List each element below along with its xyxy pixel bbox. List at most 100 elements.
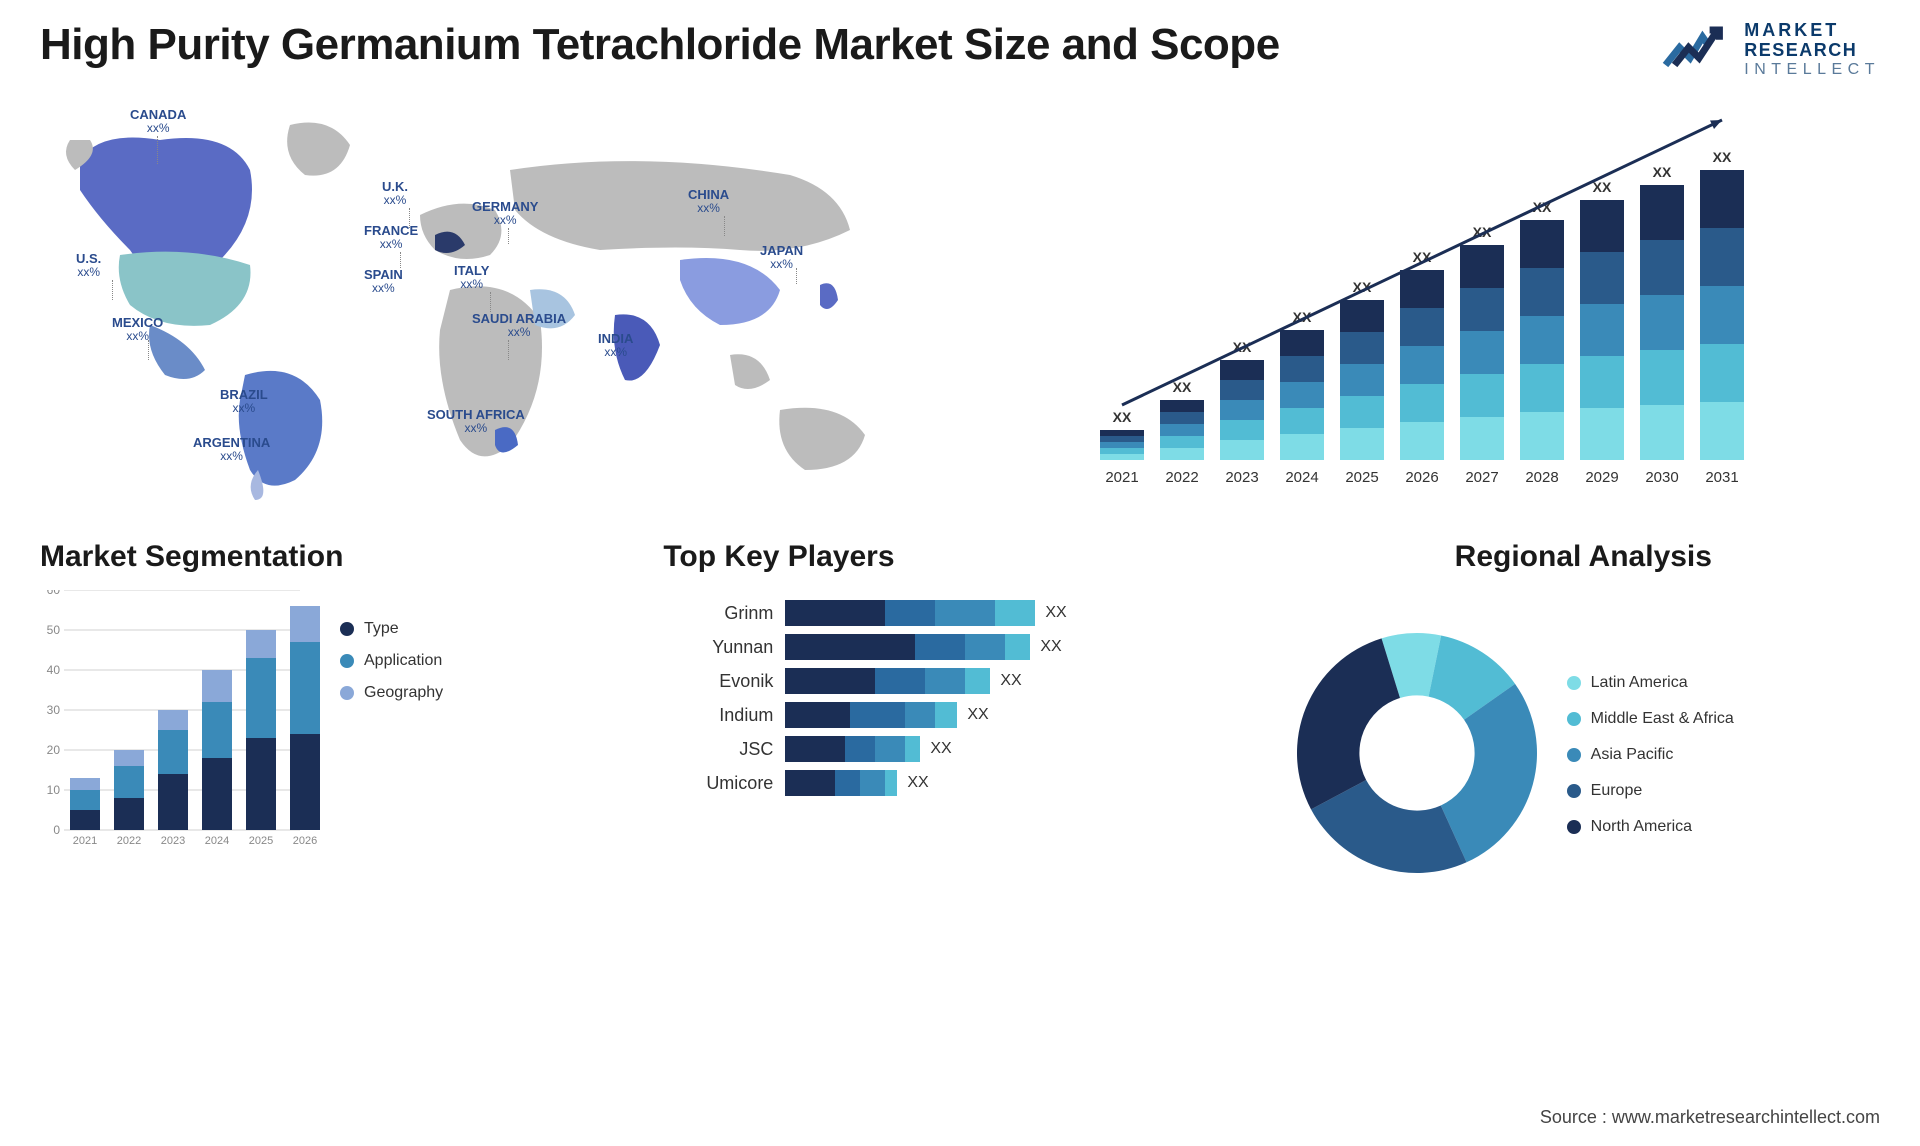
segmentation-legend: TypeApplicationGeography bbox=[340, 590, 443, 920]
segmentation-title: Market Segmentation bbox=[40, 540, 633, 574]
seg-bar-segment bbox=[202, 670, 232, 702]
player-label: Grinm bbox=[663, 603, 773, 624]
seg-bar-segment bbox=[202, 702, 232, 758]
legend-label: Latin America bbox=[1591, 674, 1688, 692]
player-label: Indium bbox=[663, 705, 773, 726]
growth-bar-segment bbox=[1100, 448, 1144, 454]
map-country-label: MEXICOxx% bbox=[112, 316, 163, 343]
seg-bar-segment bbox=[70, 778, 100, 790]
player-bar-segment bbox=[995, 600, 1035, 626]
legend-label: Asia Pacific bbox=[1591, 746, 1674, 764]
segmentation-panel: Market Segmentation 0102030405060 202120… bbox=[40, 540, 633, 920]
legend-dot-icon bbox=[1567, 748, 1581, 762]
regional-legend-item: Middle East & Africa bbox=[1567, 710, 1734, 728]
player-bar bbox=[785, 634, 1030, 660]
player-bar-segment bbox=[885, 770, 897, 796]
player-bar-segment bbox=[850, 702, 905, 728]
seg-bar-segment bbox=[246, 738, 276, 830]
svg-text:40: 40 bbox=[47, 663, 61, 677]
growth-bar-segment bbox=[1340, 364, 1384, 396]
segmentation-svg: 0102030405060 202120222023202420252026 bbox=[40, 590, 320, 870]
growth-bar-segment bbox=[1700, 286, 1744, 344]
legend-label: Application bbox=[364, 652, 442, 670]
seg-bar-segment bbox=[70, 810, 100, 830]
svg-text:60: 60 bbox=[47, 590, 61, 597]
seg-bar-segment bbox=[290, 734, 320, 830]
player-bar-segment bbox=[785, 634, 915, 660]
legend-dot-icon bbox=[1567, 784, 1581, 798]
legend-dot-icon bbox=[1567, 820, 1581, 834]
legend-dot-icon bbox=[340, 686, 354, 700]
growth-bar-segment bbox=[1100, 442, 1144, 448]
growth-bar-segment bbox=[1460, 288, 1504, 331]
player-bar-area: XX bbox=[785, 600, 1256, 626]
growth-bar-segment bbox=[1460, 245, 1504, 288]
seg-bar-segment bbox=[158, 730, 188, 774]
players-panel: Top Key Players GrinmXXYunnanXXEvonikXXI… bbox=[663, 540, 1256, 920]
player-row: Indium XX bbox=[663, 702, 1256, 728]
player-bar-segment bbox=[785, 600, 885, 626]
svg-text:20: 20 bbox=[47, 743, 61, 757]
seg-bar-segment bbox=[158, 710, 188, 730]
growth-bar-segment bbox=[1700, 228, 1744, 286]
growth-bar-segment bbox=[1160, 400, 1204, 412]
map-leader-line bbox=[112, 280, 113, 300]
legend-dot-icon bbox=[340, 622, 354, 636]
seg-bar-segment bbox=[290, 642, 320, 734]
growth-bar-segment bbox=[1400, 346, 1444, 384]
brand-logo-icon bbox=[1662, 20, 1732, 80]
seg-legend-item: Application bbox=[340, 652, 443, 670]
player-bar-segment bbox=[785, 702, 850, 728]
growth-bar-segment bbox=[1340, 332, 1384, 364]
growth-bar-segment bbox=[1100, 430, 1144, 436]
growth-bar-segment bbox=[1640, 240, 1684, 295]
player-value: XX bbox=[930, 740, 951, 758]
player-bar-area: XX bbox=[785, 702, 1256, 728]
header: High Purity Germanium Tetrachloride Mark… bbox=[40, 20, 1880, 80]
map-country-label: INDIAxx% bbox=[598, 332, 633, 359]
world-map-panel: CANADAxx%U.S.xx%MEXICOxx%BRAZILxx%ARGENT… bbox=[40, 100, 940, 500]
donut-wrap bbox=[1287, 623, 1547, 888]
growth-bar-segment bbox=[1220, 360, 1264, 380]
regional-body: Latin America Middle East & Africa Asia Pa… bbox=[1287, 590, 1880, 920]
brand-line3: INTELLECT bbox=[1744, 61, 1880, 79]
map-leader-line bbox=[508, 340, 509, 360]
map-leader-line bbox=[400, 252, 401, 268]
growth-bar-segment bbox=[1280, 434, 1324, 460]
seg-year-label: 2026 bbox=[293, 835, 317, 847]
growth-year-label: 2025 bbox=[1345, 469, 1378, 486]
legend-label: Europe bbox=[1591, 782, 1643, 800]
growth-bar-segment bbox=[1400, 384, 1444, 422]
legend-label: Middle East & Africa bbox=[1591, 710, 1734, 728]
growth-bar-segment bbox=[1580, 200, 1624, 252]
growth-bar-segment bbox=[1160, 436, 1204, 448]
growth-year-label: 2029 bbox=[1585, 469, 1618, 486]
player-bar bbox=[785, 600, 1035, 626]
regional-title: Regional Analysis bbox=[1287, 540, 1880, 574]
player-bar-segment bbox=[905, 702, 935, 728]
player-bar-segment bbox=[935, 702, 957, 728]
svg-text:10: 10 bbox=[47, 783, 61, 797]
player-bar-segment bbox=[965, 634, 1005, 660]
map-country-label: SOUTH AFRICAxx% bbox=[427, 408, 525, 435]
growth-bar-segment bbox=[1580, 304, 1624, 356]
growth-bar-segment bbox=[1340, 300, 1384, 332]
players-body: GrinmXXYunnanXXEvonikXXIndiumXXJSCXXUmic… bbox=[663, 590, 1256, 920]
growth-bar-segment bbox=[1520, 364, 1564, 412]
growth-bar-segment bbox=[1640, 405, 1684, 460]
seg-legend-item: Type bbox=[340, 620, 443, 638]
map-country-label: CANADAxx% bbox=[130, 108, 186, 135]
regional-legend-item: North America bbox=[1567, 818, 1734, 836]
svg-text:30: 30 bbox=[47, 703, 61, 717]
players-title: Top Key Players bbox=[663, 540, 1256, 574]
growth-bar-segment bbox=[1220, 420, 1264, 440]
growth-year-label: 2022 bbox=[1165, 469, 1198, 486]
player-bar-area: XX bbox=[785, 770, 1256, 796]
seg-bar-segment bbox=[70, 790, 100, 810]
growth-bar-segment bbox=[1100, 436, 1144, 442]
map-country-label: FRANCExx% bbox=[364, 224, 418, 251]
regional-legend: Latin America Middle East & Africa Asia Pa… bbox=[1567, 674, 1734, 836]
growth-year-label: 2031 bbox=[1705, 469, 1738, 486]
map-country-label: U.S.xx% bbox=[76, 252, 101, 279]
growth-bar-segment bbox=[1640, 185, 1684, 240]
